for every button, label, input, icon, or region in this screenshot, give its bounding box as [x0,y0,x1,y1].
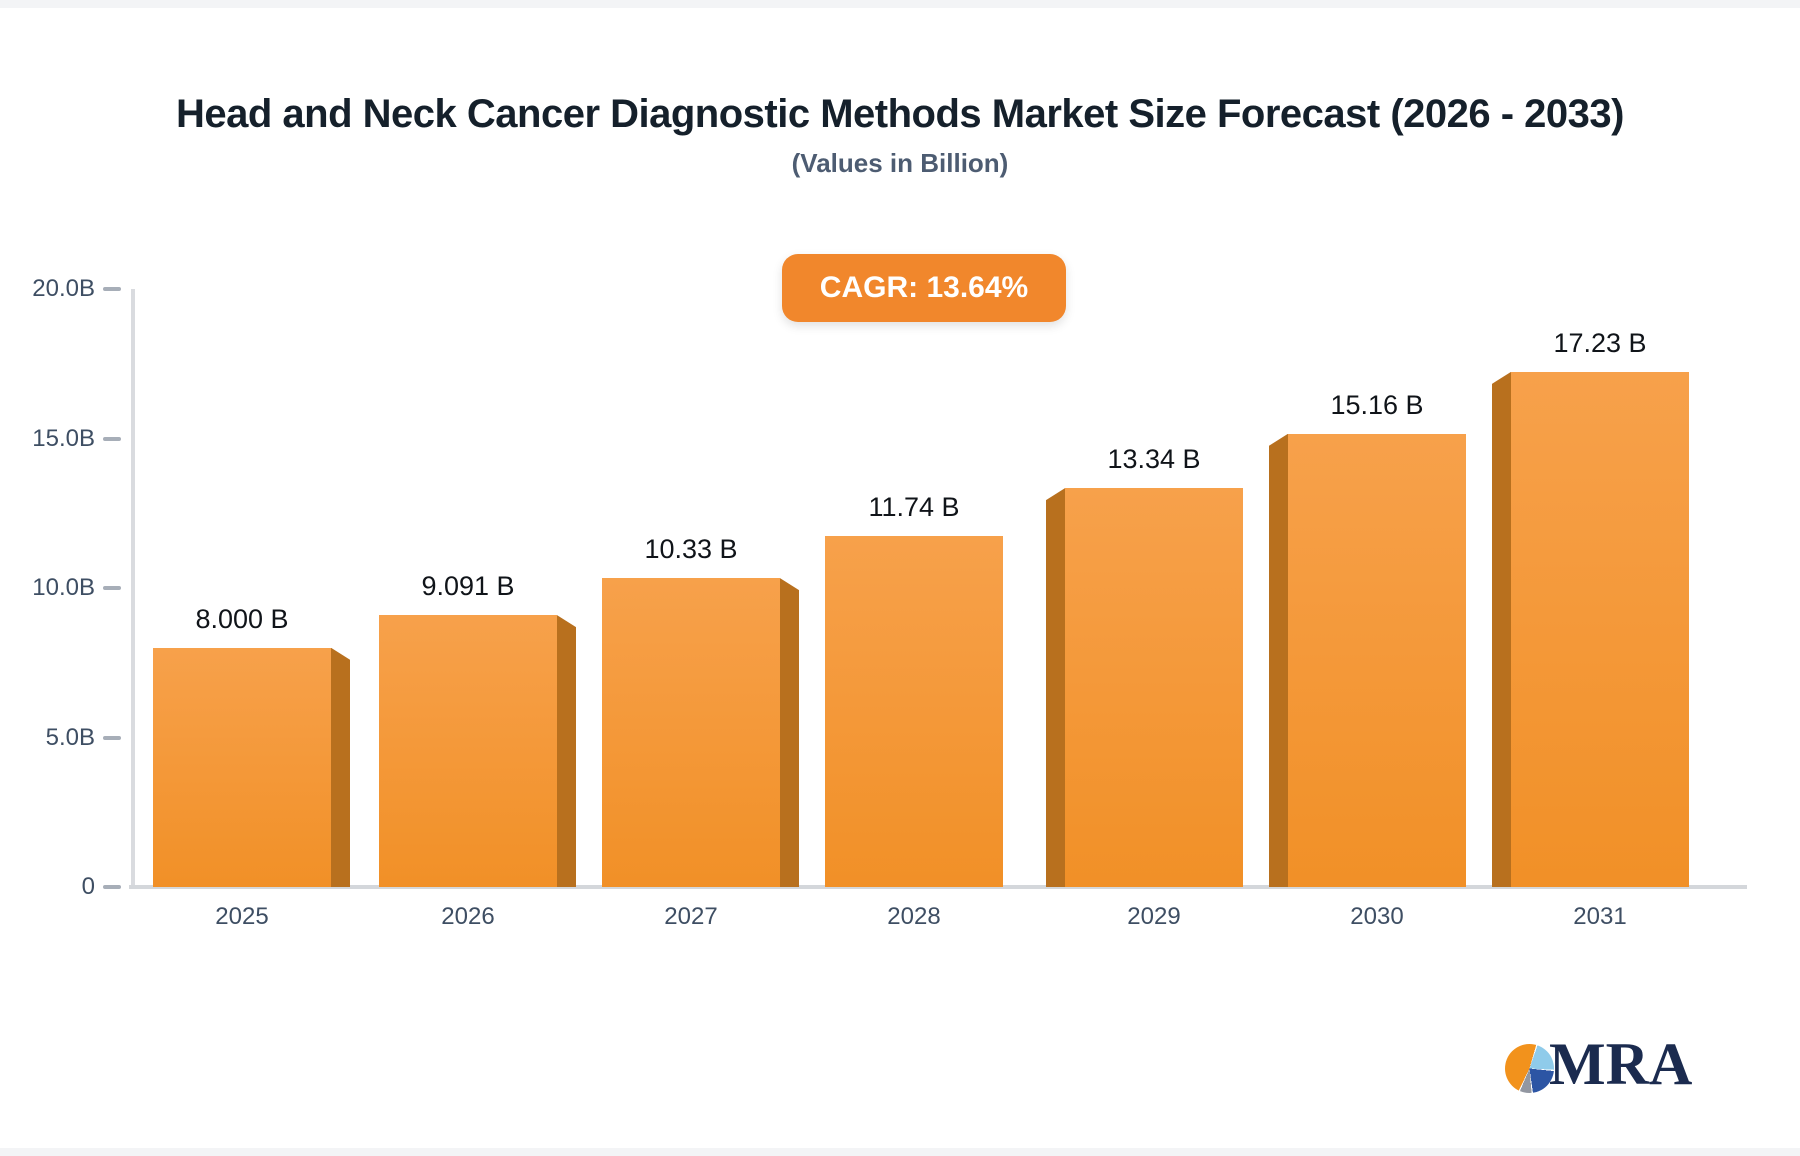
y-tick-dash [103,885,121,889]
x-tick-label-2027: 2027 [664,903,718,930]
bar-2025 [153,647,331,887]
page-subtitle: (Values in Billion) [791,148,1009,178]
y-tick-dash [103,586,121,590]
x-tick-label-2025: 2025 [215,903,269,930]
y-tick-label: 20.0B [32,275,95,302]
bar-2026 [379,615,557,887]
x-tick-label-2031: 2031 [1573,903,1627,930]
y-tick-label: 15.0B [32,424,95,452]
y-tick-dash [103,287,121,291]
bar-value-label-2025: 8.000 B [195,603,289,634]
x-tick-label-2026: 2026 [441,903,495,930]
y-tick-dash [103,735,121,740]
y-tick-label: 0 [81,873,95,900]
bar-2031 [1511,371,1689,887]
logo-text: MRA [1549,1031,1693,1097]
bar-value-label-2031: 17.23 B [1553,327,1647,358]
x-axis-baseline [129,885,1747,889]
top-edge-strip [0,0,1800,8]
y-tick-label: 5.0B [45,723,95,751]
bar-side-2031 [1492,371,1511,887]
bottom-edge-strip [0,1148,1800,1156]
bar-2029 [1065,488,1243,887]
y-tick-dash [103,436,121,441]
y-tick-label: 10.0B [32,574,95,601]
bar-value-label-2030: 15.16 B [1330,389,1424,420]
page-title: Head and Neck Cancer Diagnostic Methods … [176,92,1624,136]
bar-2027 [602,578,780,887]
bar-value-label-2028: 11.74 B [868,491,960,522]
bar-2028 [825,535,1003,887]
x-tick-label-2028: 2028 [887,903,941,930]
bar-side-2030 [1269,433,1288,887]
x-tick-label-2029: 2029 [1127,903,1181,930]
mra-logo: MRA [1505,1030,1705,1110]
bar-side-2029 [1046,488,1065,887]
bar-side-2026 [557,615,576,887]
bar-side-2027 [780,578,799,887]
y-axis-line [131,289,135,888]
cagr-badge: CAGR: 13.64% [782,254,1066,322]
bar-2030 [1288,433,1466,887]
bar-value-label-2027: 10.33 B [644,534,738,565]
pie-chart-icon [1505,1044,1554,1093]
bar-value-label-2026: 9.091 B [421,571,515,602]
bar-value-label-2029: 13.34 B [1107,444,1201,475]
bar-side-2025 [331,647,350,887]
x-tick-label-2030: 2030 [1350,903,1404,930]
